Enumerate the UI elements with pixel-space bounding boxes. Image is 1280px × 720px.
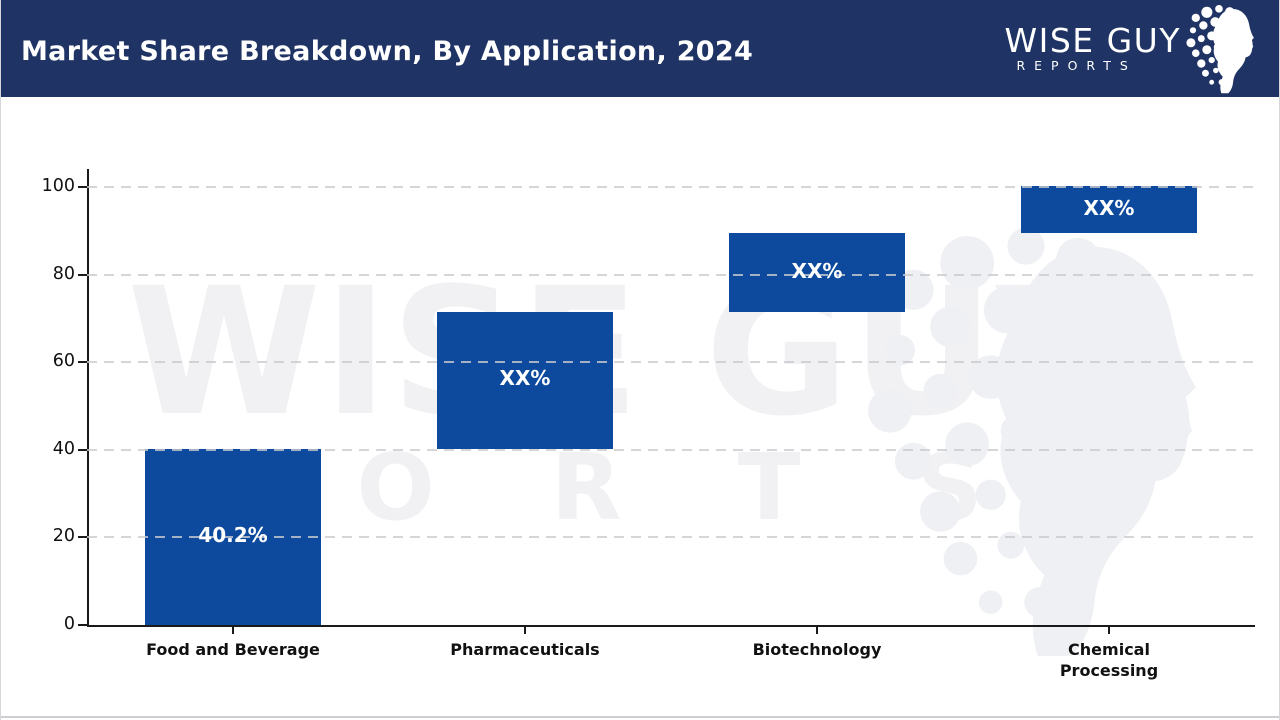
bar-segment [729,233,905,312]
bar-value-label: XX% [499,366,551,391]
watermark-text-1: WISE GUY [127,250,1126,455]
x-axis-tick [1108,627,1110,634]
bottom-border [1,716,1279,718]
gridline-80 [87,273,1255,276]
y-axis-tick-label: 0 [63,614,75,634]
y-axis-tick [78,624,87,626]
brand-logo-text: WISE GUY REPORTS [1004,24,1181,73]
y-axis-tick [78,536,87,539]
y-axis-tick-label: 60 [52,351,75,372]
bar-value-label: XX% [1083,195,1135,220]
gridline-100 [87,186,1255,188]
page-title: Market Share Breakdown, By Application, … [21,36,754,67]
y-axis-spine [87,169,89,627]
y-axis-tick [78,273,87,276]
header: Market Share Breakdown, By Application, … [1,0,1279,97]
logo-head-icon [1186,4,1254,93]
bar-value-label: XX% [791,258,843,283]
bar-segment [437,311,613,449]
x-axis-category-label: Pharmaceuticals [450,640,600,659]
x-axis-tick [816,627,818,634]
y-axis-tick [78,448,87,451]
y-axis-tick-label: 40 [52,438,75,459]
x-axis-category-label: Food and Beverage [146,640,320,659]
x-axis-tick [524,627,526,634]
x-axis-category-label: Biotechnology [752,640,882,659]
chart-area: WISE GUY P O R T S 0 20 40 60 80 100 40.2% Food… [1,97,1279,717]
gridline-60 [87,361,1255,364]
x-axis-spine [87,625,1255,627]
bar-value-label: 40.2% [198,522,268,547]
brand-logo: WISE GUY REPORTS [1004,4,1265,94]
x-axis-tick [232,627,234,634]
y-axis-tick [78,186,87,188]
logo-subtitle: REPORTS [1016,58,1137,74]
logo-wordmark: WISE GUY [1004,21,1181,61]
plot: 0 20 40 60 80 100 40.2% Food and Beverage XX% Pha… [1,97,1279,717]
y-axis-tick [78,361,87,364]
x-axis-category-label: Chemical Processing [1059,640,1159,681]
gridline-20 [87,536,1255,539]
bar-segment [1021,186,1197,234]
y-axis-tick-label: 20 [52,526,75,547]
gridline-40 [87,448,1255,451]
y-axis-tick-label: 100 [41,176,75,196]
y-axis-tick-label: 80 [52,263,75,284]
